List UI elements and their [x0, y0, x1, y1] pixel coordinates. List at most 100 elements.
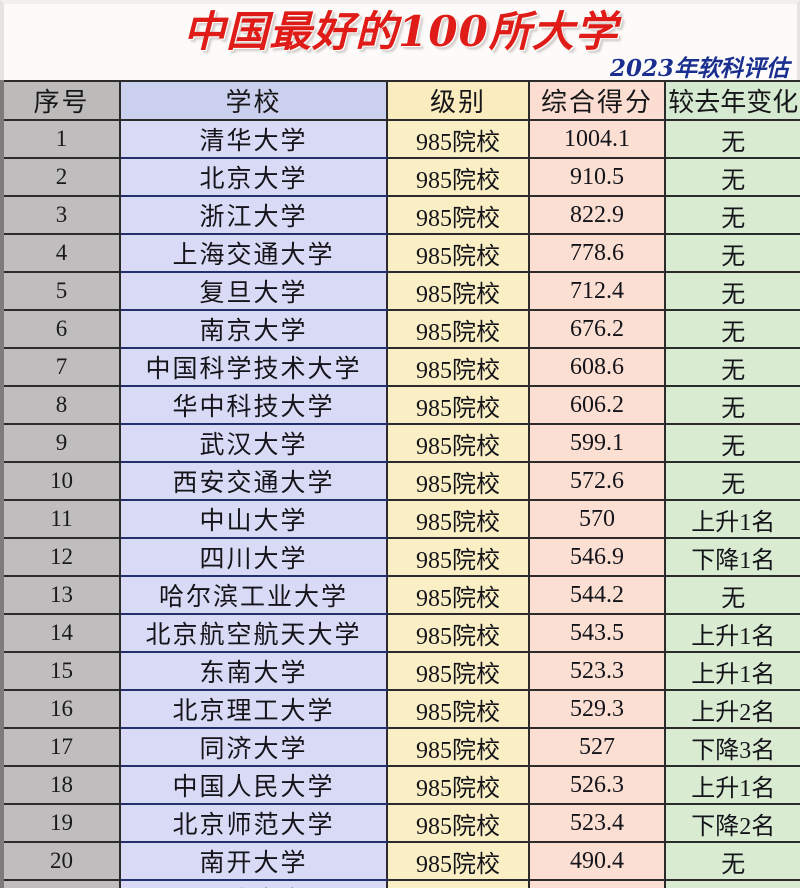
page-subtitle: 2023年软科评估	[609, 55, 789, 81]
cell-school: 天津大学	[120, 879, 388, 888]
table-row[interactable]: 6 南京大学 985院校 676.2 无	[0, 309, 800, 349]
cell-change: 下降1名	[665, 537, 800, 577]
cell-change: 下降2名	[665, 803, 800, 843]
cell-change: 上升1名	[665, 499, 800, 539]
cell-change: 无	[665, 233, 800, 273]
table-row[interactable]: 7 中国科学技术大学 985院校 608.6 无	[0, 347, 800, 387]
cell-level: 985院校	[387, 537, 530, 577]
table-row[interactable]: 15 东南大学 985院校 523.3 上升1名	[0, 651, 800, 691]
table-row[interactable]: 2 北京大学 985院校 910.5 无	[0, 157, 800, 197]
cell-rank: 2	[0, 157, 121, 197]
cell-level: 985院校	[387, 765, 530, 805]
cell-score: 822.9	[529, 195, 666, 235]
cell-change: 无	[665, 347, 800, 387]
cell-level: 985院校	[387, 423, 530, 463]
cell-school: 北京大学	[120, 157, 388, 197]
cell-change: 无	[665, 841, 800, 881]
cell-level: 985院校	[387, 119, 530, 159]
table-header: 序号 学校 级别 综合得分 较去年变化	[0, 80, 800, 121]
title-banner: 中国最好的100所大学 2023年软科评估	[0, 0, 800, 80]
cell-score: 529.3	[529, 689, 666, 729]
cell-score: 778.6	[529, 233, 666, 273]
cell-score: 490.4	[529, 841, 666, 881]
table-row[interactable]: 11 中山大学 985院校 570 上升1名	[0, 499, 800, 539]
table-row[interactable]: 9 武汉大学 985院校 599.1 无	[0, 423, 800, 463]
column-header-school: 学校	[120, 80, 388, 121]
cell-level: 985院校	[387, 157, 530, 197]
cell-change: 上升1名	[665, 651, 800, 691]
cell-rank: 17	[0, 727, 121, 767]
table-row[interactable]: 18 中国人民大学 985院校 526.3 上升1名	[0, 765, 800, 805]
cell-level: 985院校	[387, 727, 530, 767]
cell-change: 下降3名	[665, 727, 800, 767]
cell-rank: 21	[0, 879, 121, 888]
cell-score: 712.4	[529, 271, 666, 311]
table-row[interactable]: 13 哈尔滨工业大学 985院校 544.2 无	[0, 575, 800, 615]
cell-change: 无	[665, 385, 800, 425]
cell-change: 无	[665, 423, 800, 463]
cell-change: 无	[665, 119, 800, 159]
cell-score: 676.2	[529, 309, 666, 349]
cell-school: 中国人民大学	[120, 765, 388, 805]
university-ranking-table: 序号 学校 级别 综合得分 较去年变化 1 清华大学 985院校 1004.1 无 2 北京…	[0, 80, 800, 888]
table-row[interactable]: 10 西安交通大学 985院校 572.6 无	[0, 461, 800, 501]
cell-rank: 16	[0, 689, 121, 729]
table-row[interactable]: 4 上海交通大学 985院校 778.6 无	[0, 233, 800, 273]
cell-rank: 7	[0, 347, 121, 387]
cell-score: 599.1	[529, 423, 666, 463]
cell-level: 985院校	[387, 271, 530, 311]
cell-score: 1004.1	[529, 119, 666, 159]
cell-level: 985院校	[387, 689, 530, 729]
table-row[interactable]: 21天津大学985院校480.5无	[0, 879, 800, 888]
cell-rank: 20	[0, 841, 121, 881]
cell-rank: 18	[0, 765, 121, 805]
cell-score: 527	[529, 727, 666, 767]
cell-score: 523.4	[529, 803, 666, 843]
cell-school: 南开大学	[120, 841, 388, 881]
cell-rank: 10	[0, 461, 121, 501]
table-row[interactable]: 5 复旦大学 985院校 712.4 无	[0, 271, 800, 311]
cell-score: 523.3	[529, 651, 666, 691]
table-row[interactable]: 3 浙江大学 985院校 822.9 无	[0, 195, 800, 235]
table-row[interactable]: 14 北京航空航天大学 985院校 543.5 上升1名	[0, 613, 800, 653]
cell-school: 四川大学	[120, 537, 388, 577]
cell-score: 543.5	[529, 613, 666, 653]
cell-level: 985院校	[387, 347, 530, 387]
table-body: 1 清华大学 985院校 1004.1 无 2 北京大学 985院校 910.5 无 3 浙江大学 98…	[0, 119, 800, 888]
cell-school: 浙江大学	[120, 195, 388, 235]
cell-level: 985院校	[387, 575, 530, 615]
cell-school: 北京师范大学	[120, 803, 388, 843]
cell-level: 985院校	[387, 841, 530, 881]
cell-rank: 5	[0, 271, 121, 311]
table-row[interactable]: 20 南开大学 985院校 490.4 无	[0, 841, 800, 881]
table-row[interactable]: 12 四川大学 985院校 546.9 下降1名	[0, 537, 800, 577]
cell-school: 南京大学	[120, 309, 388, 349]
cell-score: 910.5	[529, 157, 666, 197]
cell-change: 无	[665, 157, 800, 197]
cell-school: 东南大学	[120, 651, 388, 691]
cell-school: 北京理工大学	[120, 689, 388, 729]
cell-school: 清华大学	[120, 119, 388, 159]
cell-school: 北京航空航天大学	[120, 613, 388, 653]
cell-change: 无	[665, 309, 800, 349]
table-row[interactable]: 19 北京师范大学 985院校 523.4 下降2名	[0, 803, 800, 843]
cell-school: 武汉大学	[120, 423, 388, 463]
column-header-score: 综合得分	[529, 80, 666, 121]
table-row[interactable]: 16 北京理工大学 985院校 529.3 上升2名	[0, 689, 800, 729]
page-title: 中国最好的100所大学	[183, 7, 618, 56]
table-row[interactable]: 1 清华大学 985院校 1004.1 无	[0, 119, 800, 159]
column-header-change: 较去年变化	[665, 80, 800, 121]
table-row[interactable]: 8 华中科技大学 985院校 606.2 无	[0, 385, 800, 425]
cell-level: 985院校	[387, 499, 530, 539]
cell-rank: 8	[0, 385, 121, 425]
cell-rank: 11	[0, 499, 121, 539]
cell-rank: 15	[0, 651, 121, 691]
cell-level: 985院校	[387, 385, 530, 425]
cell-change: 上升1名	[665, 765, 800, 805]
cell-level: 985院校	[387, 195, 530, 235]
cell-level: 985院校	[387, 803, 530, 843]
cell-score: 608.6	[529, 347, 666, 387]
table-row[interactable]: 17 同济大学 985院校 527 下降3名	[0, 727, 800, 767]
cell-change: 无	[665, 879, 800, 888]
